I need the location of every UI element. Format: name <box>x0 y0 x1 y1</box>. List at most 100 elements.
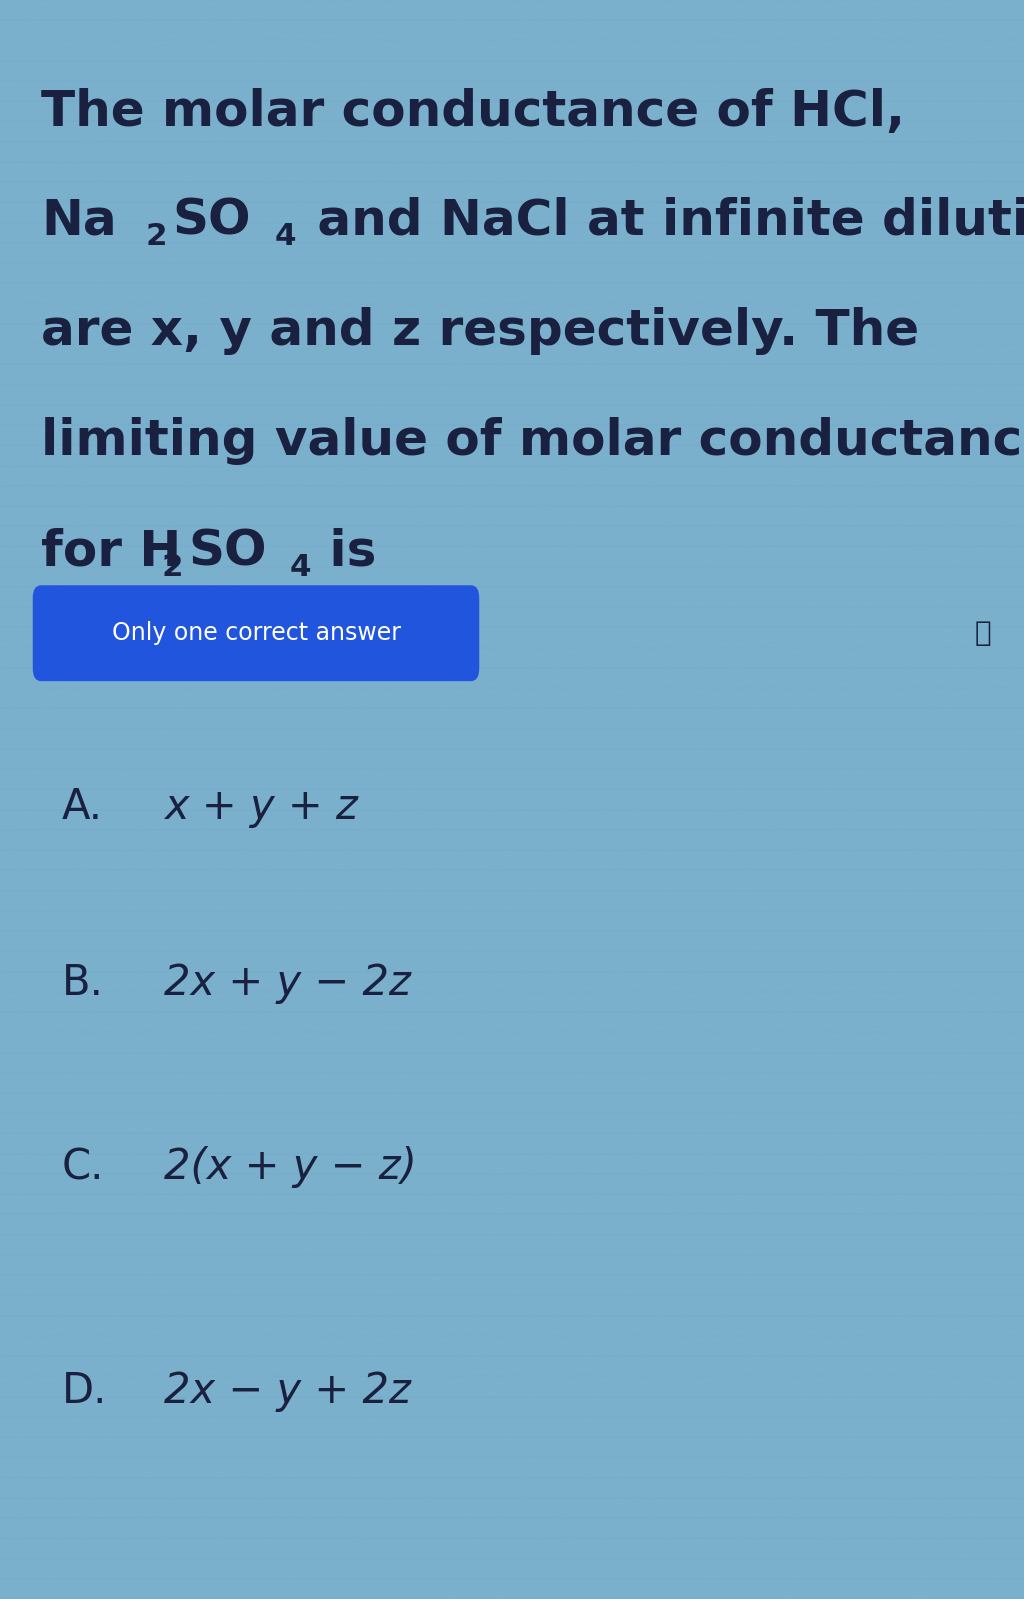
Point <box>571 999 588 1025</box>
Point <box>387 384 403 409</box>
Point <box>956 537 973 563</box>
Point <box>633 1052 649 1078</box>
Point <box>597 18 613 43</box>
Point <box>238 916 254 942</box>
Point <box>632 550 648 576</box>
Point <box>920 1569 936 1594</box>
Point <box>975 90 991 115</box>
Point <box>957 732 974 758</box>
Point <box>656 382 673 408</box>
Point <box>740 34 757 59</box>
Point <box>830 200 847 225</box>
Point <box>834 29 850 54</box>
Point <box>119 913 135 939</box>
Point <box>535 1305 551 1330</box>
Point <box>5 1242 22 1268</box>
Point <box>580 1404 596 1430</box>
Point <box>398 273 415 299</box>
Point <box>695 182 712 208</box>
Point <box>711 75 727 101</box>
Point <box>843 656 859 681</box>
Point <box>76 630 92 656</box>
Point <box>856 940 872 966</box>
Point <box>778 681 795 707</box>
Text: 4: 4 <box>290 553 311 582</box>
Point <box>846 1449 862 1474</box>
Point <box>242 405 258 430</box>
Point <box>746 571 763 596</box>
Point <box>761 1557 777 1583</box>
Point <box>571 1156 588 1182</box>
Point <box>408 572 424 598</box>
Point <box>426 253 442 278</box>
Point <box>40 905 56 931</box>
Point <box>175 1207 191 1233</box>
Point <box>372 929 388 955</box>
Point <box>19 1276 36 1302</box>
Point <box>230 582 247 608</box>
Point <box>877 333 893 358</box>
Point <box>575 879 592 905</box>
Point <box>9 78 26 104</box>
Point <box>261 385 278 411</box>
Point <box>327 1255 343 1281</box>
Point <box>919 758 935 784</box>
Point <box>870 19 887 45</box>
Point <box>840 943 856 969</box>
Point <box>815 1356 831 1382</box>
Point <box>1000 130 1017 155</box>
Point <box>642 1468 658 1493</box>
Point <box>855 1146 871 1172</box>
Point <box>115 855 131 881</box>
Point <box>142 865 159 891</box>
Point <box>790 66 806 91</box>
Point <box>116 334 132 360</box>
Point <box>485 1394 502 1420</box>
Point <box>290 489 306 515</box>
Point <box>1014 72 1024 98</box>
Point <box>609 664 626 689</box>
Point <box>472 905 488 931</box>
Point <box>365 929 381 955</box>
Point <box>115 425 131 451</box>
Point <box>985 1501 1001 1527</box>
Point <box>580 465 596 491</box>
Point <box>995 393 1012 419</box>
Point <box>954 1191 971 1217</box>
Point <box>85 1396 101 1422</box>
Point <box>588 1477 604 1503</box>
Point <box>510 480 526 505</box>
Point <box>978 688 994 713</box>
Point <box>56 448 73 473</box>
Point <box>404 632 421 657</box>
Point <box>388 1294 404 1319</box>
Point <box>445 1450 462 1476</box>
Point <box>645 1046 662 1071</box>
Point <box>523 74 540 99</box>
Point <box>884 958 900 983</box>
Point <box>985 494 1001 520</box>
Point <box>153 457 169 483</box>
Point <box>389 315 406 341</box>
Point <box>892 910 908 935</box>
Point <box>465 1178 481 1204</box>
Point <box>61 1201 78 1226</box>
Point <box>658 881 675 907</box>
Point <box>616 1228 633 1254</box>
Point <box>672 1038 688 1063</box>
Point <box>189 980 206 1006</box>
Point <box>976 30 992 56</box>
Point <box>851 1031 867 1057</box>
Point <box>20 731 37 756</box>
Point <box>315 323 332 349</box>
Point <box>255 587 271 612</box>
Point <box>231 441 248 467</box>
Point <box>315 347 332 373</box>
Point <box>425 379 441 405</box>
Point <box>10 833 27 859</box>
Point <box>609 1461 626 1487</box>
Point <box>166 1490 182 1516</box>
Point <box>159 937 175 963</box>
Point <box>379 1266 395 1292</box>
Point <box>47 182 63 208</box>
